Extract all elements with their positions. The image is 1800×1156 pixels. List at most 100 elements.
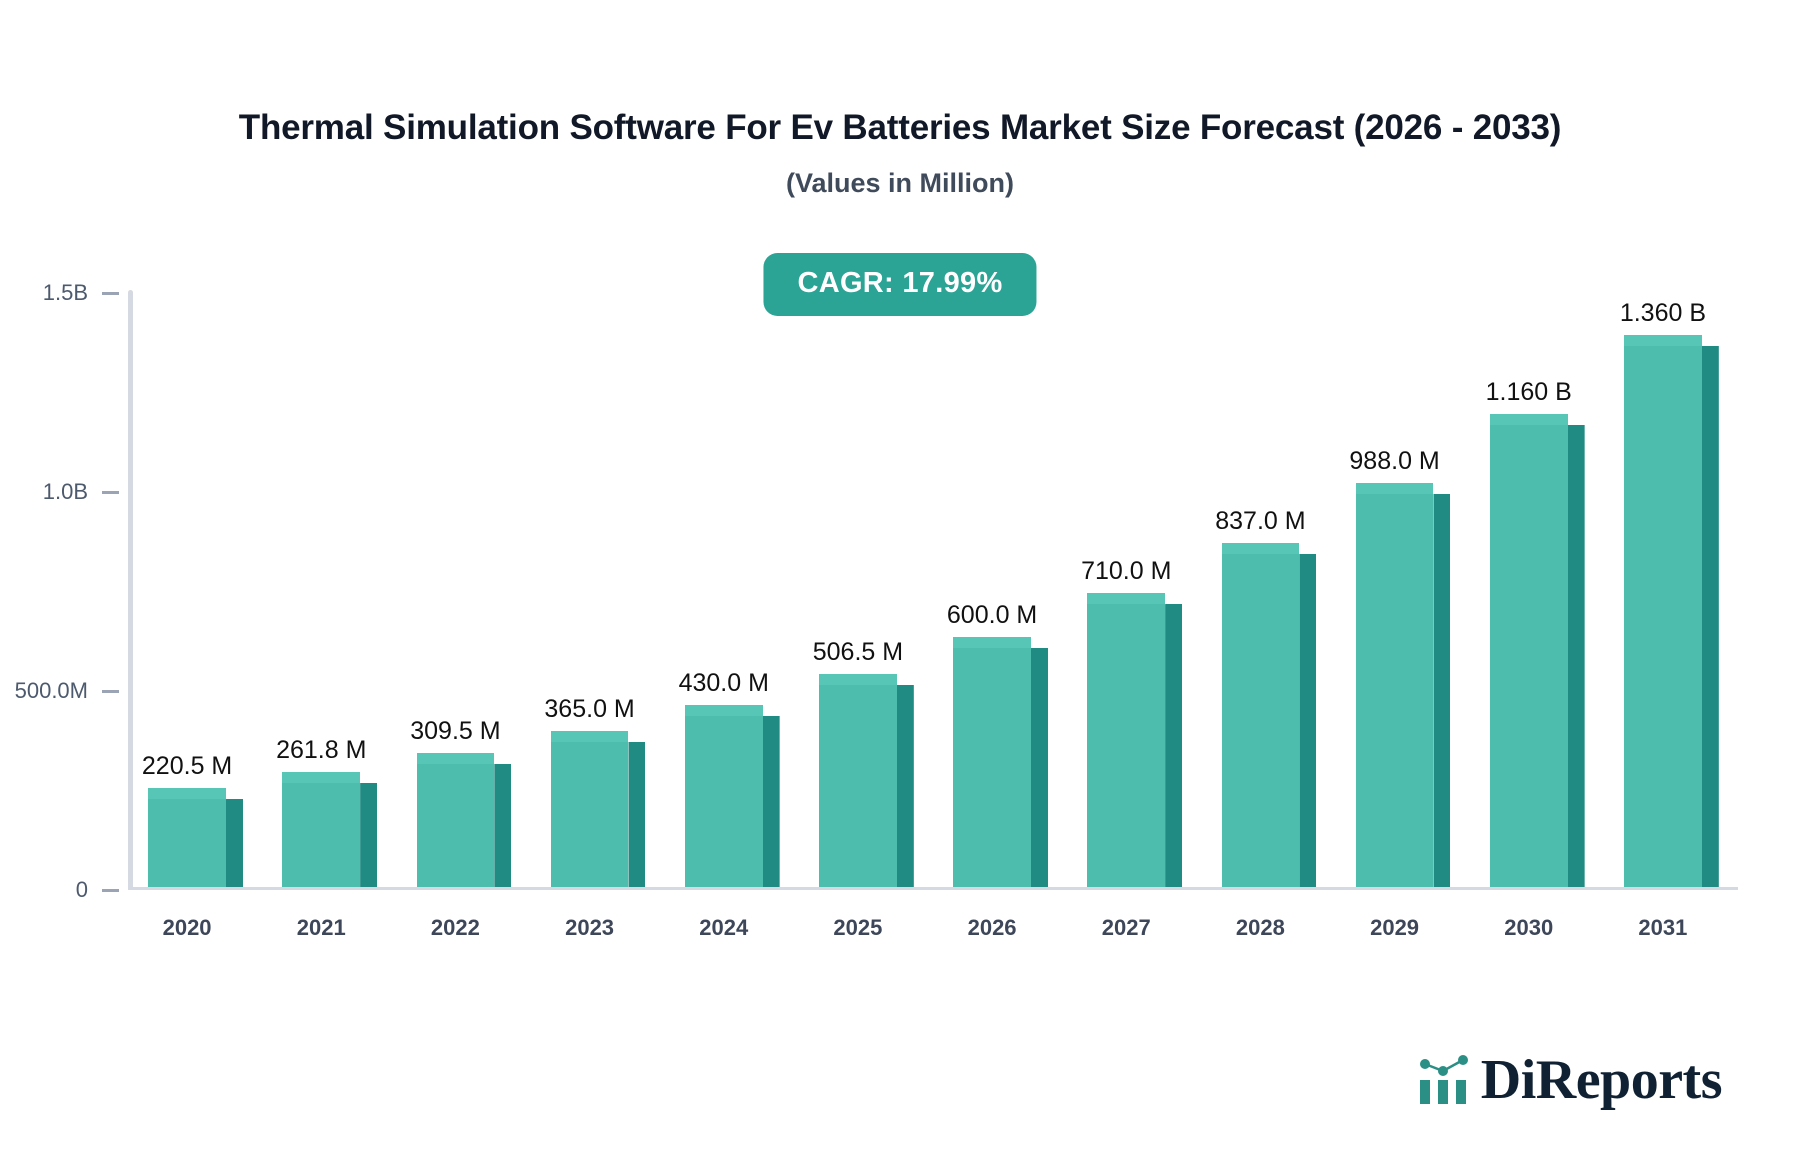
bar-side-face — [1567, 425, 1585, 887]
bar-top-face — [1489, 414, 1568, 426]
bar-group: 1.160 B 2030 — [1470, 290, 1604, 940]
bar-front-face — [684, 715, 763, 887]
bar-top-face — [953, 637, 1031, 649]
bar[interactable]: 309.5 M — [410, 717, 512, 887]
y-axis-tick-label: 0 — [75, 877, 88, 902]
bar-series: 220.5 M 2020 261.8 M 2021 309.5 M 2022 365.0 M… — [128, 290, 1738, 940]
bar-group: 309.5 M 2022 — [396, 290, 530, 940]
bar-side-face — [762, 715, 780, 887]
bar-side-face — [896, 685, 914, 887]
bar-value-label: 988.0 M — [1349, 446, 1440, 475]
bar[interactable]: 1.360 B — [1620, 299, 1719, 887]
x-axis-category-label: 2022 — [430, 915, 480, 940]
y-axis-tick-mark — [102, 291, 119, 295]
bar-side-face — [1701, 345, 1719, 887]
y-axis-tick-label: 1.0B — [42, 479, 88, 504]
bar-group: 1.360 B 2031 — [1604, 290, 1738, 940]
bar-side-face — [1030, 648, 1048, 887]
bar-front-face — [1624, 345, 1702, 887]
chart-title: Thermal Simulation Software For Ev Batte… — [238, 108, 1562, 147]
bar-top-face — [1355, 482, 1434, 494]
x-axis-line — [128, 887, 1738, 890]
y-axis-tick: 500.0M — [15, 678, 128, 704]
bar-top-face — [148, 788, 226, 800]
x-axis-category-label: 2031 — [1638, 915, 1688, 940]
bar[interactable]: 506.5 M — [813, 638, 914, 887]
bar-group: 430.0 M 2024 — [665, 290, 799, 940]
y-axis-tick-mark — [102, 689, 119, 693]
y-axis-tick-mark — [102, 888, 119, 892]
y-axis-tick: 0 — [76, 877, 128, 903]
bar-side-face — [494, 763, 512, 887]
bar-top-face — [1221, 542, 1300, 554]
bar[interactable]: 710.0 M — [1081, 557, 1183, 887]
y-axis-line — [128, 290, 133, 890]
bar-value-label: 261.8 M — [276, 735, 367, 764]
bar-side-face — [360, 782, 378, 887]
bar[interactable]: 430.0 M — [679, 669, 780, 887]
bar-side-face — [1433, 493, 1451, 887]
x-axis-category-label: 2028 — [1235, 915, 1285, 940]
bar-value-label: 365.0 M — [544, 694, 635, 723]
bar-front-face — [1221, 553, 1300, 887]
bar-top-face — [1087, 593, 1166, 605]
bar-side-face — [1299, 553, 1317, 887]
bar[interactable]: 988.0 M — [1349, 447, 1451, 887]
plot-area: 1.5B 1.0B 500.0M 0 220.5 M 2020 261.8 M 2021 30… — [15, 280, 1738, 940]
chart-subtitle: (Values in Million) — [785, 168, 1015, 198]
x-axis-category-label: 2027 — [1101, 915, 1151, 940]
bar[interactable]: 220.5 M — [142, 752, 243, 887]
bar[interactable]: 261.8 M — [276, 736, 378, 887]
bar-front-face — [819, 685, 897, 887]
bar-front-face — [550, 741, 629, 887]
bar-chart-logo-icon — [1419, 1055, 1468, 1104]
bar-front-face — [1489, 425, 1568, 887]
bar-side-face — [1165, 604, 1183, 887]
y-axis-tick: 1.5B — [43, 280, 128, 306]
bar-top-face — [684, 704, 763, 716]
bar-group: 837.0 M 2028 — [1201, 290, 1335, 940]
bar-value-label: 837.0 M — [1215, 506, 1306, 535]
bar-top-face — [282, 771, 361, 783]
bar-value-label: 600.0 M — [946, 601, 1038, 630]
bar-value-label: 220.5 M — [141, 752, 233, 781]
x-axis-category-label: 2029 — [1370, 915, 1420, 940]
bar-group: 220.5 M 2020 — [128, 290, 262, 940]
bar-side-face — [628, 741, 646, 887]
bar-group: 506.5 M 2025 — [799, 290, 933, 940]
bar-value-label: 309.5 M — [410, 716, 501, 745]
bar-group: 600.0 M 2026 — [933, 290, 1067, 940]
bar-group: 710.0 M 2027 — [1067, 290, 1201, 940]
bar-front-face — [1087, 604, 1166, 887]
bar-front-face — [953, 648, 1031, 887]
bar-value-label: 506.5 M — [812, 638, 904, 667]
y-axis-tick-label: 1.5B — [42, 280, 88, 305]
bar-value-label: 710.0 M — [1081, 557, 1172, 586]
bar[interactable]: 600.0 M — [947, 601, 1048, 887]
bar-front-face — [282, 782, 361, 887]
bar-front-face — [416, 763, 495, 887]
bar-value-label: 1.360 B — [1619, 298, 1706, 327]
bar-group: 365.0 M 2023 — [531, 290, 665, 940]
x-axis-category-label: 2023 — [565, 915, 615, 940]
bar-top-face — [416, 752, 495, 764]
bar-group: 261.8 M 2021 — [262, 290, 396, 940]
bar-value-label: 430.0 M — [678, 668, 769, 697]
x-axis-category-label: 2021 — [296, 915, 346, 940]
bar-side-face — [225, 799, 243, 887]
bar-value-label: 1.160 B — [1485, 378, 1572, 407]
direports-logo: DiReports — [1417, 1052, 1723, 1108]
cagr-badge: CAGR: 17.99% — [763, 253, 1037, 316]
x-axis-category-label: 2026 — [967, 915, 1017, 940]
x-axis-category-label: 2030 — [1504, 915, 1554, 940]
bar[interactable]: 1.160 B — [1486, 378, 1585, 887]
bar[interactable]: 365.0 M — [544, 695, 646, 887]
bar-front-face — [148, 799, 226, 887]
bar[interactable]: 837.0 M — [1215, 507, 1317, 887]
y-axis-tick: 1.0B — [43, 479, 128, 505]
bar-front-face — [1355, 493, 1434, 887]
bar-top-face — [550, 730, 629, 742]
y-axis-tick-label: 500.0M — [14, 678, 88, 703]
x-axis-category-label: 2025 — [833, 915, 883, 940]
